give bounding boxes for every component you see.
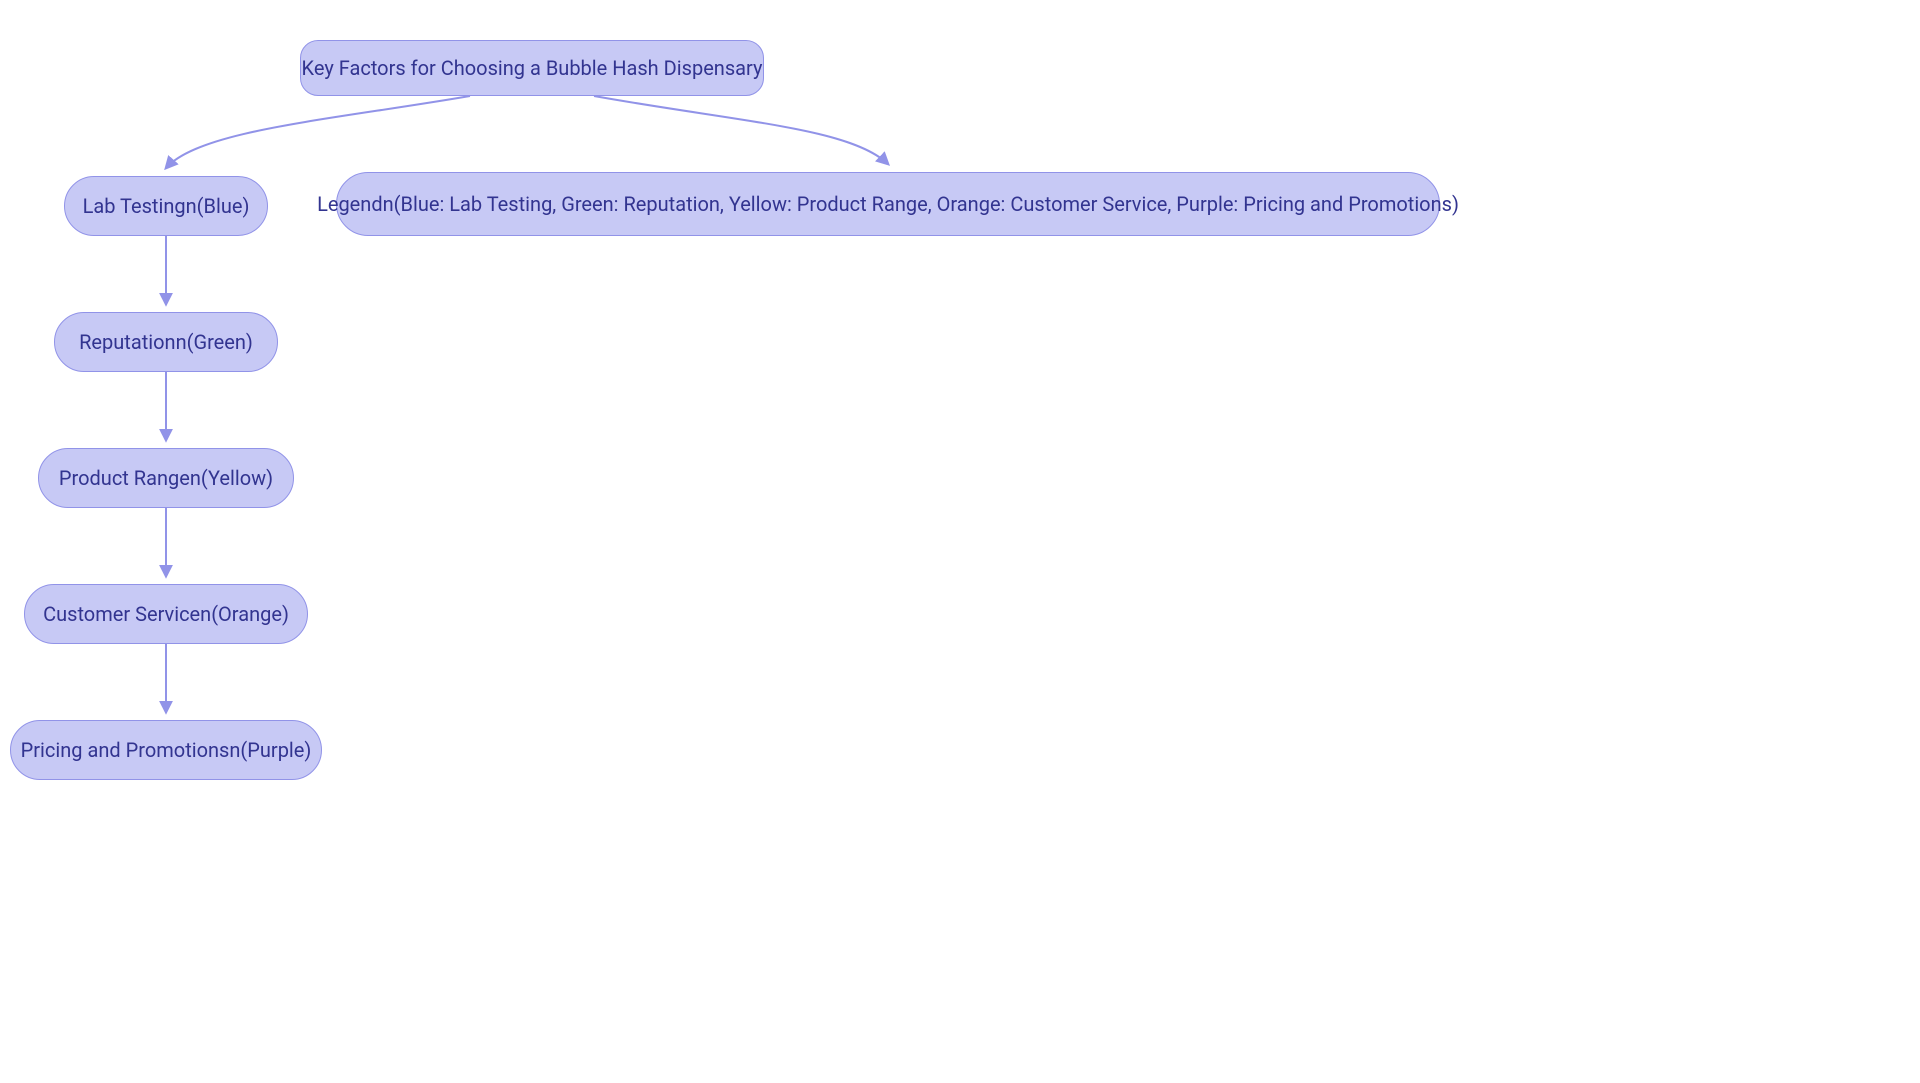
node-product: Product Rangen(Yellow) [38, 448, 294, 508]
node-legend: Legendn(Blue: Lab Testing, Green: Reputa… [336, 172, 1440, 236]
node-lab: Lab Testingn(Blue) [64, 176, 268, 236]
edge-root-legend [594, 96, 888, 164]
edges-layer [0, 0, 1920, 1083]
node-rep: Reputationn(Green) [54, 312, 278, 372]
node-root: Key Factors for Choosing a Bubble Hash D… [300, 40, 764, 96]
node-service: Customer Servicen(Orange) [24, 584, 308, 644]
edge-root-lab [166, 96, 470, 168]
node-pricing: Pricing and Promotionsn(Purple) [10, 720, 322, 780]
